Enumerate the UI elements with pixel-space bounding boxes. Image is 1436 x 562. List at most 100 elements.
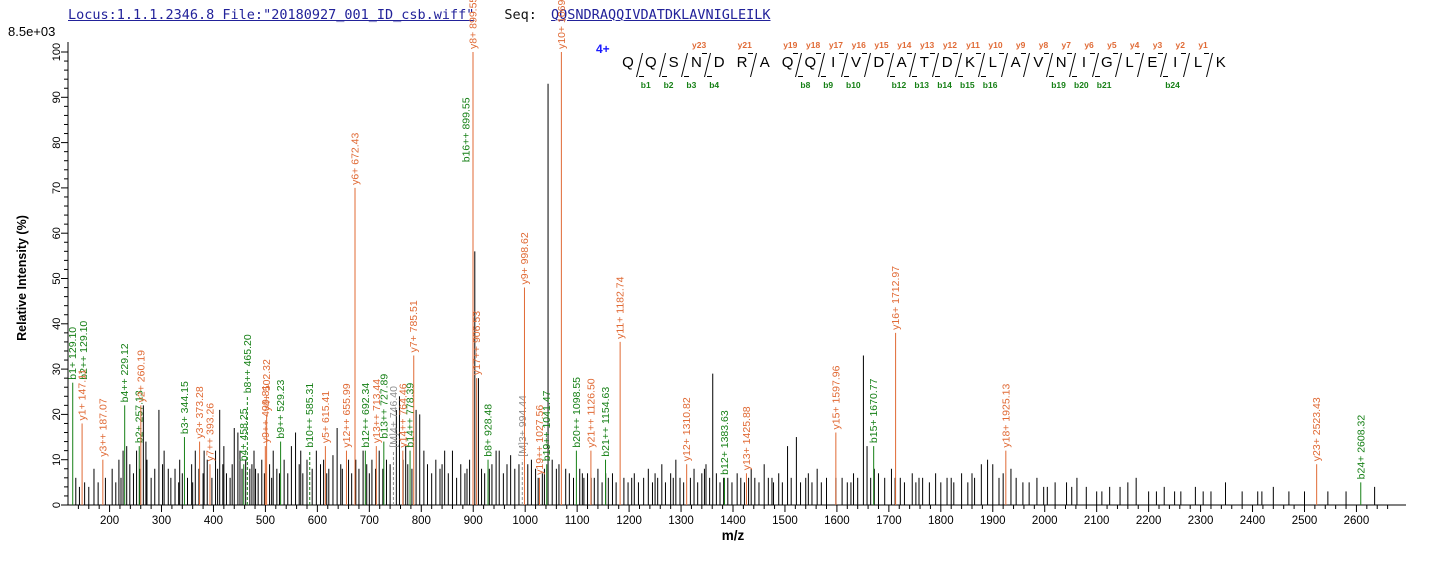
cleavage-mark-b-foot — [844, 76, 849, 77]
residue-letter: D — [873, 54, 885, 71]
peak-label: y10+ 1069.66 — [556, 0, 568, 49]
residue-letter: D — [713, 54, 725, 71]
x-tick-label: 1000 — [512, 515, 538, 527]
y-ion-label: y9 — [1015, 40, 1026, 50]
residue-letter: A — [759, 54, 770, 71]
peak-label: [M]4+ 746.40 — [388, 386, 400, 448]
peak-label: b14++ 778.39 — [405, 383, 417, 448]
peak-label: b10++ 585.31 — [304, 383, 316, 448]
peak-label: y13+ 1425.88 — [741, 406, 753, 470]
x-tick-label: 1600 — [824, 515, 850, 527]
cleavage-mark-y-foot — [1181, 53, 1186, 54]
peak-label: b15+ 1670.77 — [868, 378, 880, 443]
peak-label: y2+ 260.19 — [135, 350, 147, 402]
x-tick-label: 2500 — [1292, 515, 1318, 527]
peak-label: y23+ 2523.43 — [1311, 397, 1323, 461]
peak-label: b3+ 344.15 — [179, 381, 191, 434]
y-ion-label: y15 — [874, 40, 889, 50]
peak-label: b8+ 928.48 — [483, 404, 495, 457]
peak-label: y18+ 1925.13 — [1000, 384, 1012, 448]
cleavage-mark-y-foot — [1089, 53, 1095, 54]
residue-letter: N — [690, 54, 702, 71]
peak-label: b4+ 458.25 — [238, 408, 250, 461]
peak-label: b20++ 1098.55 — [571, 377, 583, 448]
b-ion-label: b16 — [982, 80, 998, 90]
cleavage-mark-b-foot — [912, 76, 918, 77]
y-tick-label: 10 — [51, 454, 63, 466]
peak-label: b2+ 257.13 — [134, 390, 146, 443]
y-ion-label: y19 — [783, 40, 798, 50]
cleavage-mark-b-foot — [958, 76, 963, 77]
x-tick-label: 1700 — [876, 515, 902, 527]
b-ion-label: b8 — [800, 80, 811, 90]
x-axis-title: m/z — [722, 528, 745, 543]
residue-letter: D — [941, 54, 953, 71]
cleavage-mark-b-foot — [935, 76, 941, 77]
x-tick-label: 200 — [100, 515, 119, 527]
peak-label: y16+ 1712.97 — [890, 266, 902, 330]
cleavage-mark-b-foot — [684, 76, 690, 77]
y-tick-label: 80 — [51, 136, 63, 148]
cleavage-mark-b-foot — [889, 76, 895, 77]
peak-label: b2++ 129.10 — [78, 321, 90, 380]
peak-label: b1+ 129.10 — [67, 327, 79, 380]
x-tick-label: 1100 — [565, 515, 590, 527]
y-tick-label: 50 — [51, 272, 63, 284]
residue-letter: S — [668, 54, 679, 71]
y-ion-label: y6 — [1084, 40, 1094, 50]
x-tick-label: 1300 — [668, 515, 694, 527]
y-ion-label: y1 — [1198, 40, 1208, 50]
locus-file-link[interactable]: Locus:1.1.1.2346.8 File:"20180927_001_ID… — [68, 7, 475, 23]
y-tick-label: 30 — [51, 363, 63, 375]
residue-letter: T — [919, 54, 929, 71]
residue-letter: Q — [644, 54, 657, 71]
cleavage-mark-y-foot — [1203, 53, 1209, 54]
y-ion-label: y7 — [1061, 40, 1071, 50]
peak-label: y21++ 1126.50 — [585, 378, 597, 447]
cleavage-mark-b-foot — [1072, 76, 1077, 77]
y-ion-label: y10 — [988, 40, 1003, 50]
y-ion-label: y16 — [851, 40, 866, 50]
y-ion-label: y8 — [1038, 40, 1049, 50]
peak-label: y13++ 713.44 — [371, 379, 383, 443]
peak-label: b24+ 2608.32 — [1355, 415, 1367, 480]
sequence-link[interactable]: QQSNDRAQQIVDATDKLAVNIGLEILK — [551, 7, 771, 23]
cleavage-mark-y-foot — [793, 53, 799, 54]
seq-label: Seq: — [504, 7, 537, 23]
cleavage-mark-y-foot — [975, 53, 981, 54]
y-ion-label: y23 — [692, 40, 707, 50]
peak-label: y14++ 764.46 — [397, 383, 409, 447]
residue-letter: Q — [804, 54, 817, 71]
x-tick-label: 1800 — [928, 515, 954, 527]
y-ion-label: y18 — [806, 40, 821, 50]
cleavage-mark-y-foot — [884, 53, 890, 54]
peak-label: y11+ 1182.74 — [615, 276, 627, 339]
cleavage-mark-y-foot — [747, 53, 753, 54]
cleavage-mark-b-foot — [638, 76, 644, 77]
residue-letter: E — [1147, 54, 1158, 71]
cleavage-mark-y-foot — [907, 53, 913, 54]
peak-label: y8+ 899.55 — [468, 0, 480, 49]
b-ion-label: b9 — [823, 80, 834, 90]
peak-label: y7++ 393.26 — [204, 403, 216, 462]
peak-label: b12+ 1383.63 — [719, 410, 731, 475]
x-tick-label: 1200 — [616, 515, 642, 527]
b-ion-label: b14 — [937, 80, 952, 90]
precursor-charge-label: 4+ — [596, 42, 610, 56]
cleavage-mark-y-foot — [1044, 53, 1050, 54]
x-tick-label: 800 — [412, 515, 431, 527]
x-tick-label: 2000 — [1032, 515, 1058, 527]
residue-letter: V — [1033, 54, 1044, 71]
x-tick-label: 400 — [204, 515, 223, 527]
peak-label: b13++ 727.89 — [378, 374, 390, 439]
cleavage-mark-b-foot — [1049, 76, 1055, 77]
b-ion-label: b21 — [1096, 80, 1112, 90]
y-ion-label: y4 — [1129, 40, 1140, 50]
cleavage-mark-y-foot — [953, 53, 958, 54]
y-ion-label: y21 — [737, 40, 752, 50]
y-ion-label: y14 — [897, 40, 912, 50]
y-ion-label: y3 — [1152, 40, 1163, 50]
b-ion-label: b10 — [846, 80, 861, 90]
y-tick-label: 20 — [51, 408, 63, 420]
